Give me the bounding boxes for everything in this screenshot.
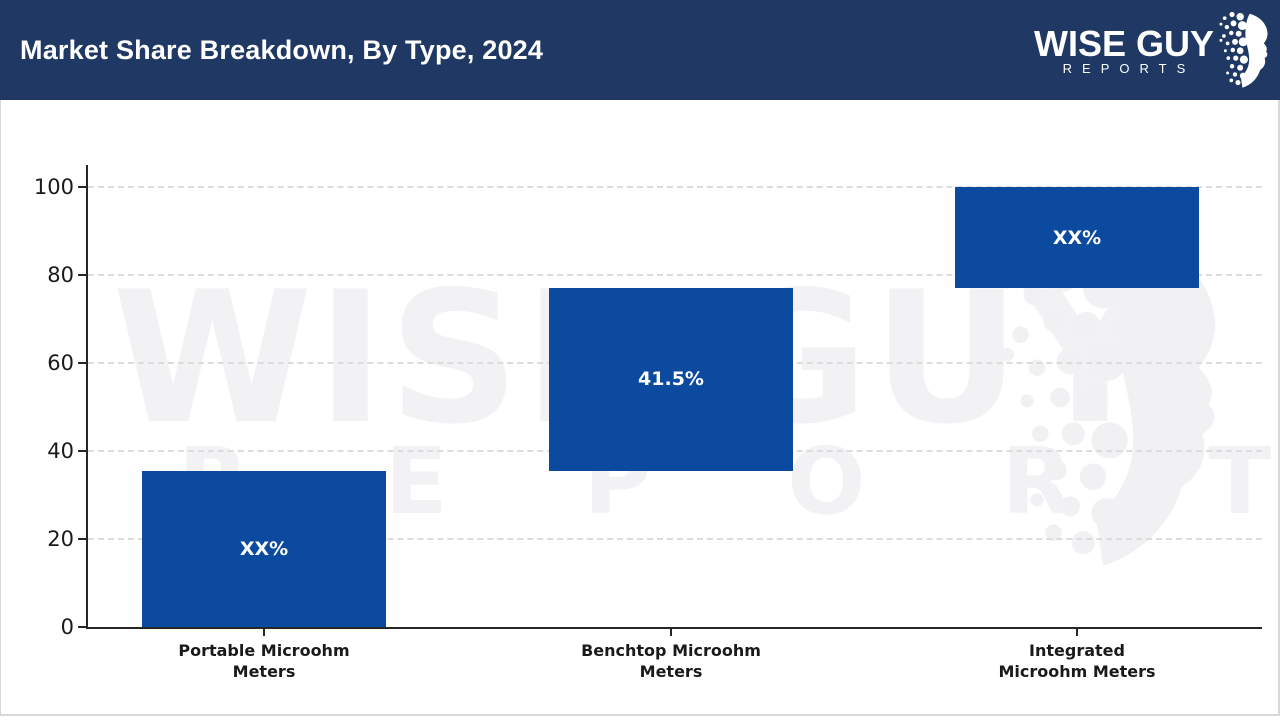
- left-border: [0, 100, 1, 714]
- x-axis-tick: [670, 629, 672, 636]
- y-axis-tick: [78, 274, 88, 276]
- gridline: [88, 186, 1262, 188]
- gridline: [88, 274, 1262, 276]
- header-bar: Market Share Breakdown, By Type, 2024 WI…: [0, 0, 1280, 100]
- category-label-line: Benchtop Microohm: [581, 641, 761, 660]
- category-label-line: Meters: [232, 662, 296, 681]
- y-axis-tick: [78, 450, 88, 452]
- category-label: Portable Microohm Meters: [94, 640, 434, 682]
- right-border: [1278, 100, 1280, 714]
- x-axis-tick: [1076, 629, 1078, 636]
- category-label-line: Portable Microohm: [178, 641, 350, 660]
- bar: 41.5%: [549, 288, 793, 471]
- y-axis-tick: [78, 362, 88, 364]
- x-axis-tick: [263, 629, 265, 636]
- bar-value-label: XX%: [1052, 226, 1102, 249]
- category-label: Benchtop Microohm Meters: [501, 640, 841, 682]
- bar: XX%: [955, 187, 1199, 289]
- y-axis-tick: [78, 186, 88, 188]
- bar: XX%: [142, 470, 386, 627]
- logo-wordmark: WISE GUY: [1033, 22, 1214, 64]
- y-axis-tick-label: 80: [47, 263, 74, 287]
- face-profile-icon: [1219, 11, 1268, 88]
- logo-subtitle: REPORTS: [1062, 60, 1196, 76]
- x-axis-line: [86, 627, 1262, 629]
- bottom-border: [0, 714, 1280, 716]
- y-axis-tick: [78, 626, 88, 628]
- category-label: Integrated Microohm Meters: [907, 640, 1247, 682]
- y-axis-tick-label: 40: [47, 439, 74, 463]
- y-axis-tick-label: 100: [33, 175, 74, 199]
- bar-value-label: 41.5%: [638, 368, 704, 391]
- y-axis-line: [86, 165, 88, 629]
- bar-value-label: XX%: [239, 537, 289, 560]
- y-axis-tick-label: 0: [60, 615, 74, 639]
- y-axis-tick-label: 20: [47, 527, 74, 551]
- category-label-line: Meters: [639, 662, 703, 681]
- wise-guy-logo: WISE GUY REPORTS: [1034, 8, 1280, 92]
- y-axis-tick-label: 60: [47, 351, 74, 375]
- chart-title: Market Share Breakdown, By Type, 2024: [20, 34, 544, 65]
- y-axis-tick: [78, 538, 88, 540]
- category-label-line: Microohm Meters: [998, 662, 1156, 681]
- gridline: [88, 538, 1262, 540]
- logo-text: WISE GUY REPORTS: [1033, 22, 1214, 76]
- category-label-line: Integrated: [1029, 641, 1125, 660]
